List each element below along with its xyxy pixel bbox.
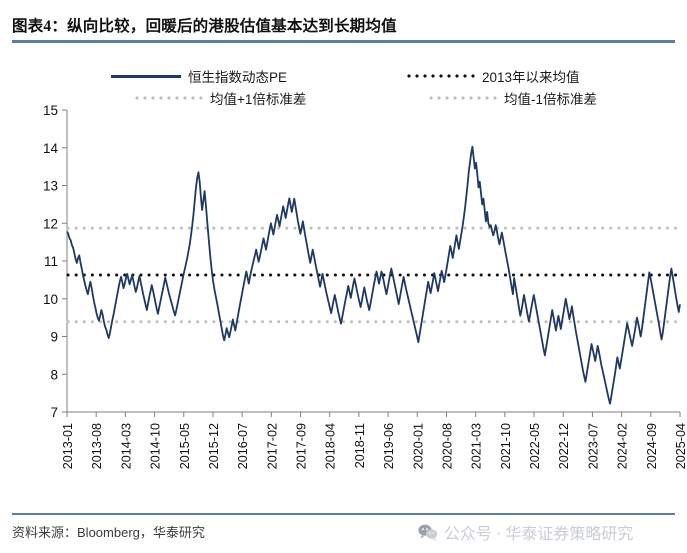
legend-item-hsi-forward-pe[interactable]: 恒生指数动态PE [111, 66, 287, 86]
watermark-text: 公众号 · 华泰证券策略研究 [444, 526, 634, 543]
source-note: 资料来源：Bloomberg，华泰研究 [12, 522, 205, 541]
y-axis-tick-label: 15 [43, 104, 58, 118]
legend-label-0: 恒生指数动态PE [188, 70, 288, 85]
x-axis-tick-label: 2021-03 [470, 423, 484, 469]
x-axis-tick-label: 2019-06 [382, 423, 396, 469]
figure-title: 纵向比较，回暖后的港股估值基本达到长期均值 [67, 18, 397, 35]
title-text: 图表4：纵向比较，回暖后的港股估值基本达到长期均值 [12, 14, 675, 36]
x-axis-tick-label: 2017-02 [265, 423, 279, 469]
legend-item-minus-1sd[interactable]: 均值-1倍标准差 [427, 88, 597, 108]
x-axis-tick-label: 2020-08 [440, 423, 454, 469]
x-axis-tick-label: 2013-08 [90, 423, 104, 469]
data-series-line [66, 145, 681, 405]
x-axis-tick-label: 2018-04 [324, 423, 338, 469]
x-axis-tick-label: 2014-10 [149, 423, 163, 469]
wechat-icon [418, 524, 438, 541]
x-axis-tick-label: 2015-05 [178, 423, 192, 469]
y-axis-tick-label: 13 [43, 179, 58, 194]
x-axis-tick-label: 2014-03 [119, 423, 133, 469]
y-axis-tick-label: 12 [43, 216, 58, 231]
x-axis-tick-label: 2016-07 [236, 423, 250, 469]
line-chart-svg: 7 8 9 10 11 12 13 14 15 2013-01 2013-08 2014-03 2014… [43, 104, 687, 469]
y-axis-tick-label: 9 [50, 330, 58, 345]
chart-plot-area: 7 8 9 10 11 12 13 14 15 2013-01 2013-08 2014-03 2014… [0, 104, 687, 469]
dotted-line-swatch-icon [427, 96, 497, 100]
x-axis-tick-label: 2023-07 [586, 423, 600, 469]
y-axis-tick-label: 14 [43, 141, 59, 156]
footer-divider [12, 513, 675, 515]
x-axis-tick-label: 2013-01 [61, 423, 75, 469]
legend-label-1: 2013年以来均值 [482, 70, 580, 85]
x-axis-tick-label: 2024-09 [645, 423, 659, 469]
chart-legend: 恒生指数动态PE 2013年以来均值 均值+1倍标准差 均值-1倍标准差 [0, 64, 687, 108]
dotted-line-swatch-icon [133, 96, 203, 100]
source-suffix: ，华泰研究 [139, 525, 205, 540]
title-divider [12, 40, 675, 43]
legend-label-3: 均值-1倍标准差 [504, 92, 598, 107]
source-provider: Bloomberg [77, 525, 140, 540]
y-axis-tick-label: 10 [43, 292, 58, 307]
source-prefix: 资料来源： [12, 525, 78, 540]
x-axis-tick-label: 2018-11 [353, 423, 367, 468]
x-axis-tick-label: 2025-04 [674, 423, 687, 469]
y-axis-tick-label: 11 [44, 254, 58, 269]
x-axis-tick-label: 2015-12 [207, 423, 221, 469]
x-axis-tick-label: 2020-01 [411, 423, 425, 469]
x-axis-tick-label: 2021-10 [499, 423, 513, 469]
legend-item-mean[interactable]: 2013年以来均值 [405, 66, 580, 86]
y-axis-tick-label: 8 [50, 367, 58, 382]
dotted-line-swatch-icon [405, 74, 475, 78]
y-axis-tick-label: 7 [50, 405, 58, 420]
figure-label: 图表4： [12, 18, 68, 35]
x-axis-tick-label: 2022-05 [528, 423, 542, 469]
legend-label-2: 均值+1倍标准差 [210, 92, 307, 107]
solid-line-swatch-icon [111, 74, 181, 78]
watermark: 公众号 · 华泰证券策略研究 [418, 520, 633, 544]
page-title: 图表4：纵向比较，回暖后的港股估值基本达到长期均值 [12, 14, 675, 36]
x-axis-tick-label: 2017-09 [295, 423, 309, 469]
x-axis-tick-label: 2022-12 [557, 423, 571, 469]
legend-item-plus-1sd[interactable]: 均值+1倍标准差 [133, 88, 306, 108]
x-axis-tick-label: 2024-02 [616, 423, 630, 469]
